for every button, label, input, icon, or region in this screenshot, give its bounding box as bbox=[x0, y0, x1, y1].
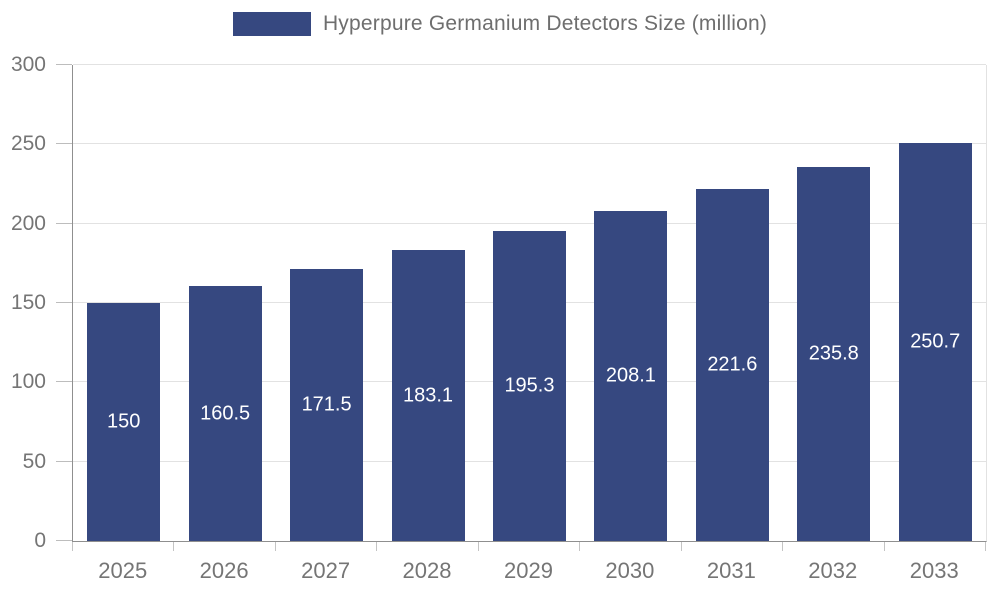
x-axis-tick-mark bbox=[680, 542, 682, 551]
bar-cell: 208.1 bbox=[580, 65, 681, 541]
bar-value-label: 208.1 bbox=[605, 364, 656, 387]
bar-value-label: 235.8 bbox=[808, 342, 859, 365]
x-axis-tick-label: 2030 bbox=[605, 558, 655, 583]
bar[interactable]: 195.3 bbox=[492, 231, 566, 541]
y-axis-tick-mark bbox=[56, 302, 72, 303]
y-axis-tick-mark bbox=[56, 460, 72, 462]
bar-cell: 183.1 bbox=[377, 65, 478, 541]
y-axis-tick-mark bbox=[56, 222, 72, 224]
bar-cell: 250.7 bbox=[885, 65, 986, 541]
bar-cell: 221.6 bbox=[682, 65, 783, 541]
x-axis-ticks bbox=[72, 542, 986, 551]
gridline bbox=[73, 143, 986, 145]
bar[interactable]: 235.8 bbox=[797, 166, 871, 541]
x-axis-tick-label: 2026 bbox=[199, 558, 249, 583]
bar[interactable]: 171.5 bbox=[290, 268, 364, 541]
bar[interactable]: 160.5 bbox=[188, 286, 262, 541]
bar-value-label: 250.7 bbox=[910, 330, 961, 353]
bar[interactable]: 208.1 bbox=[594, 210, 668, 541]
x-axis-tick-mark bbox=[477, 542, 479, 551]
x-axis-tick-mark bbox=[579, 542, 581, 551]
gridline bbox=[73, 64, 986, 65]
x-axis-tick-label: 2029 bbox=[503, 558, 553, 583]
bar[interactable]: 221.6 bbox=[695, 189, 769, 541]
y-axis-tick-label: 100 bbox=[10, 370, 46, 394]
y-axis-tick-mark bbox=[56, 540, 72, 541]
bar-value-label: 160.5 bbox=[200, 402, 251, 425]
bar-cell: 195.3 bbox=[479, 65, 580, 541]
bar-cell: 160.5 bbox=[174, 65, 275, 541]
bar-series: 150 160.5 171.5 183.1 195.3 208.1 221.6 235.8 25… bbox=[73, 65, 986, 541]
x-axis-tick-mark bbox=[883, 542, 885, 551]
y-axis-tick-label: 0 bbox=[34, 529, 46, 552]
x-axis-tick-mark bbox=[173, 542, 175, 551]
bar-value-label: 195.3 bbox=[504, 374, 555, 397]
x-axis-tick-mark bbox=[72, 542, 73, 551]
y-axis-tick-mark bbox=[56, 64, 72, 65]
y-axis-tick-mark bbox=[56, 143, 72, 145]
bar-cell: 150 bbox=[73, 65, 174, 541]
x-axis-tick-label: 2028 bbox=[402, 558, 452, 583]
x-axis-tick-mark bbox=[985, 542, 986, 551]
legend[interactable]: Hyperpure Germanium Detectors Size (mill… bbox=[0, 12, 1000, 36]
x-axis-tick-mark bbox=[274, 542, 276, 551]
x-axis-tick-label: 2033 bbox=[909, 558, 959, 583]
bar-value-label: 171.5 bbox=[301, 393, 352, 416]
y-axis-tick-label: 200 bbox=[10, 211, 46, 235]
y-axis-tick-label: 250 bbox=[10, 132, 46, 156]
bar-value-label: 221.6 bbox=[707, 353, 758, 376]
x-axis-tick-label: 2031 bbox=[706, 558, 756, 583]
bar[interactable]: 183.1 bbox=[391, 250, 465, 541]
bar-value-label: 183.1 bbox=[403, 384, 454, 407]
y-axis-tick-mark bbox=[56, 381, 72, 383]
y-axis-tick-label: 300 bbox=[10, 53, 46, 76]
legend-swatch-icon bbox=[232, 12, 311, 36]
x-axis: 2025 2026 2027 2028 2029 2030 2031 2032 2033 bbox=[72, 558, 985, 584]
y-axis-tick-label: 50 bbox=[22, 449, 46, 473]
plot-area: 150 160.5 171.5 183.1 195.3 208.1 221.6 235.8 25… bbox=[72, 64, 987, 542]
bar[interactable]: 150 bbox=[87, 303, 161, 541]
x-axis-tick-label: 2025 bbox=[98, 558, 148, 583]
x-axis-tick-mark bbox=[376, 542, 378, 551]
x-axis-tick-label: 2027 bbox=[301, 558, 351, 583]
legend-label: Hyperpure Germanium Detectors Size (mill… bbox=[322, 12, 768, 35]
y-axis-tick-label: 150 bbox=[10, 291, 46, 314]
bar-value-label: 150 bbox=[107, 410, 141, 433]
gridline bbox=[73, 222, 986, 224]
x-axis-tick-label: 2032 bbox=[808, 558, 858, 583]
y-axis: 0 50 100 150 200 250 300 bbox=[0, 53, 72, 552]
bar-cell: 171.5 bbox=[276, 65, 377, 541]
bar[interactable]: 250.7 bbox=[898, 143, 972, 541]
x-axis-tick-mark bbox=[782, 542, 784, 551]
bar-cell: 235.8 bbox=[783, 65, 884, 541]
